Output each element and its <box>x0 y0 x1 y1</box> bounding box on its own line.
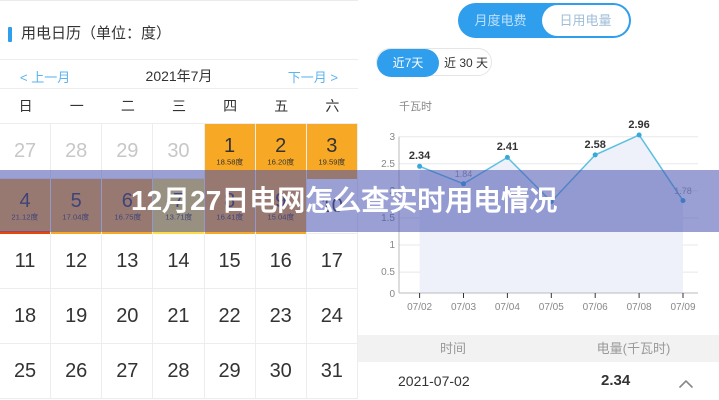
svg-text:2.5: 2.5 <box>381 159 395 170</box>
svg-text:07/09: 07/09 <box>670 302 695 313</box>
svg-text:2.58: 2.58 <box>584 139 605 151</box>
svg-text:2.41: 2.41 <box>497 141 518 153</box>
svg-text:0: 0 <box>389 289 395 300</box>
svg-text:0.5: 0.5 <box>381 267 395 278</box>
svg-text:2.34: 2.34 <box>409 150 431 162</box>
svg-text:07/04: 07/04 <box>495 302 520 313</box>
svg-text:07/06: 07/06 <box>583 302 608 313</box>
svg-text:1: 1 <box>389 240 395 251</box>
svg-text:3: 3 <box>389 132 395 143</box>
svg-text:07/05: 07/05 <box>539 302 564 313</box>
svg-text:07/02: 07/02 <box>407 302 432 313</box>
svg-text:2.96: 2.96 <box>628 119 649 131</box>
svg-text:07/03: 07/03 <box>451 302 476 313</box>
svg-text:07/08: 07/08 <box>627 302 652 313</box>
